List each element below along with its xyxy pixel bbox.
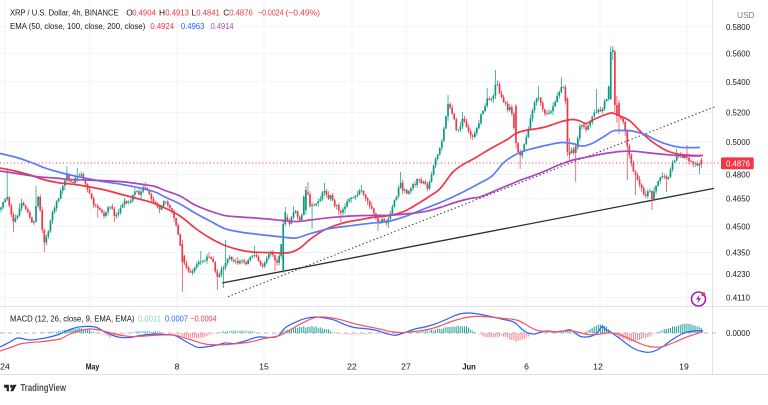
svg-text:0.4350: 0.4350 xyxy=(726,248,750,258)
svg-text:24: 24 xyxy=(0,362,10,372)
svg-text:0.5000: 0.5000 xyxy=(726,137,750,147)
svg-text:MACD (12, 26, close, 9, EMA, E: MACD (12, 26, close, 9, EMA, EMA) xyxy=(10,314,135,324)
svg-text:0.5600: 0.5600 xyxy=(726,48,750,58)
svg-text:0.4800: 0.4800 xyxy=(726,170,750,180)
svg-text:−0.0004: −0.0004 xyxy=(191,314,217,324)
svg-text:(−0.49%): (−0.49%) xyxy=(286,7,321,17)
svg-text:0.4650: 0.4650 xyxy=(726,194,750,204)
svg-text:0.4963: 0.4963 xyxy=(181,21,205,31)
svg-text:0.4904: 0.4904 xyxy=(132,7,156,17)
svg-text:0.0000: 0.0000 xyxy=(726,328,750,338)
svg-text:H: H xyxy=(159,7,165,17)
svg-text:27: 27 xyxy=(401,362,411,372)
svg-text:15: 15 xyxy=(259,362,269,372)
svg-text:0.4110: 0.4110 xyxy=(726,293,750,303)
svg-text:0.4230: 0.4230 xyxy=(726,269,750,279)
svg-text:0.0011: 0.0011 xyxy=(138,314,161,324)
svg-text:USD: USD xyxy=(737,11,755,20)
svg-text:XRP / U.S. Dollar, 4h, BINANCE: XRP / U.S. Dollar, 4h, BINANCE xyxy=(10,7,119,17)
svg-text:0.4841: 0.4841 xyxy=(196,7,220,17)
svg-text:0.5200: 0.5200 xyxy=(726,107,750,117)
svg-text:6: 6 xyxy=(524,362,529,372)
svg-text:0.4500: 0.4500 xyxy=(726,221,750,231)
svg-text:19: 19 xyxy=(679,362,689,372)
svg-text:−0.0024: −0.0024 xyxy=(258,7,284,17)
svg-text:0.4924: 0.4924 xyxy=(150,21,174,31)
svg-text:0.5400: 0.5400 xyxy=(726,77,750,87)
svg-text:22: 22 xyxy=(347,362,357,372)
svg-text:0.4914: 0.4914 xyxy=(211,21,234,31)
svg-text:EMA (50, close, 100, close, 20: EMA (50, close, 100, close, 200, close) xyxy=(10,21,146,31)
svg-text:TradingView: TradingView xyxy=(21,383,67,394)
svg-text:Jun: Jun xyxy=(462,362,476,372)
svg-text:0.4876: 0.4876 xyxy=(229,7,253,17)
svg-text:8: 8 xyxy=(175,362,180,372)
svg-text:0.4913: 0.4913 xyxy=(165,7,189,17)
svg-text:0.4876: 0.4876 xyxy=(726,158,750,168)
svg-text:0.5800: 0.5800 xyxy=(726,22,750,32)
svg-text:May: May xyxy=(86,362,100,372)
svg-text:12: 12 xyxy=(593,362,603,372)
svg-text:0.0007: 0.0007 xyxy=(165,314,188,324)
